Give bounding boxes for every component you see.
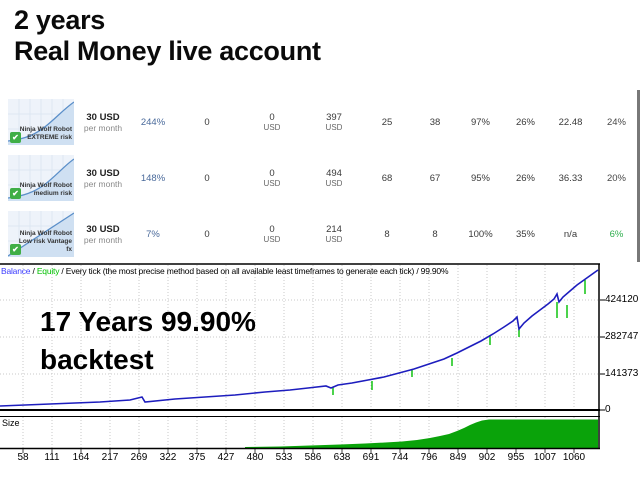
y-axis-label: 0	[605, 404, 611, 415]
subscribers-cell: 0	[204, 172, 210, 184]
drawdown-cell: 26%	[515, 116, 535, 128]
monthly-cell: 6%	[609, 228, 624, 240]
price-cell: 30 USD per month	[83, 111, 123, 133]
growth-cell: 7%	[146, 228, 160, 240]
signal-thumbnail[interactable]: Ninja Wolf Robot EXTREME risk ✔	[8, 99, 74, 145]
signal-thumbnail[interactable]: Ninja Wolf Robot Low risk Vantage fx ✔	[8, 211, 74, 257]
profit-factor-cell: 22.48	[558, 116, 583, 128]
signal-name: Ninja Wolf Robot Low risk Vantage fx	[18, 230, 72, 253]
x-axis-label: 58	[17, 452, 29, 463]
signal-name: Ninja Wolf Robot medium risk	[19, 182, 72, 197]
profit-factor-cell: 36.33	[558, 172, 583, 184]
amount-cell: 214 USD	[325, 224, 343, 244]
page-title: 2 years Real Money live account	[14, 5, 321, 67]
y-axis-label: 141373	[605, 368, 639, 379]
price-cell: 30 USD per month	[83, 223, 123, 245]
mini-chart	[8, 155, 74, 201]
y-axis-label: 282747	[605, 331, 639, 342]
balance-line	[0, 269, 599, 407]
x-axis-label: 111	[44, 452, 60, 463]
modelling-method-label: / Every tick (the most precise method ba…	[59, 266, 449, 276]
balance-legend-label: Balance	[1, 266, 31, 276]
x-axis-label: 849	[449, 452, 467, 463]
x-axis-label: 533	[275, 452, 293, 463]
growth-cell: 148%	[140, 172, 166, 184]
x-axis-label: 375	[188, 452, 206, 463]
win-rate-cell: 97%	[470, 116, 490, 128]
signal-name: Ninja Wolf Robot EXTREME risk	[19, 126, 72, 141]
profit-factor-cell: n/a	[563, 228, 578, 240]
x-axis-label: 1060	[562, 452, 586, 463]
trades-cell: 38	[429, 116, 441, 128]
x-axis-label: 691	[362, 452, 380, 463]
title-line-1: 2 years	[14, 5, 105, 35]
table-scrollbar[interactable]	[637, 90, 640, 262]
funds-cell: 0 USD	[263, 224, 281, 244]
x-axis-label: 744	[391, 452, 409, 463]
equity-legend-label: Equity	[36, 266, 60, 276]
x-axis-label: 217	[101, 452, 119, 463]
funds-cell: 0 USD	[263, 112, 281, 132]
subscribers-cell: 0	[204, 228, 210, 240]
funds-cell: 0 USD	[263, 168, 281, 188]
x-axis-label: 480	[246, 452, 264, 463]
signals-table: Ninja Wolf Robot EXTREME risk ✔ 30 USD p…	[0, 94, 640, 262]
mini-chart	[8, 99, 74, 145]
win-rate-cell: 100%	[468, 228, 493, 240]
x-axis-label: 322	[159, 452, 177, 463]
weeks-cell: 8	[384, 228, 390, 240]
checkmark-icon: ✔	[10, 188, 21, 199]
x-axis-label: 638	[333, 452, 351, 463]
x-axis-label: 427	[217, 452, 235, 463]
checkmark-icon: ✔	[10, 244, 21, 255]
x-axis-label: 586	[304, 452, 322, 463]
monthly-cell: 24%	[606, 116, 626, 128]
backtest-overlay-text: 17 Years 99.90% backtest	[40, 303, 256, 379]
growth-cell: 244%	[140, 116, 166, 128]
size-panel-label: Size	[2, 418, 20, 428]
signal-row-medium-risk[interactable]: Ninja Wolf Robot medium risk ✔ 30 USD pe…	[0, 150, 640, 206]
backtest-chart: Balance / Equity / Every tick (the most …	[0, 263, 640, 480]
x-axis-label: 902	[478, 452, 496, 463]
signal-thumbnail[interactable]: Ninja Wolf Robot medium risk ✔	[8, 155, 74, 201]
win-rate-cell: 95%	[470, 172, 490, 184]
x-axis-label: 269	[130, 452, 148, 463]
x-axis-label: 1007	[533, 452, 557, 463]
title-line-2: Real Money live account	[14, 36, 321, 66]
x-axis-label: 955	[507, 452, 525, 463]
drawdown-cell: 26%	[515, 172, 535, 184]
monthly-cell: 20%	[606, 172, 626, 184]
chart-legend: Balance / Equity / Every tick (the most …	[1, 266, 449, 276]
backtest-chart-canvas	[0, 263, 605, 453]
trades-cell: 8	[432, 228, 438, 240]
x-axis-label: 164	[72, 452, 90, 463]
price-cell: 30 USD per month	[83, 167, 123, 189]
signal-row-extreme-risk[interactable]: Ninja Wolf Robot EXTREME risk ✔ 30 USD p…	[0, 94, 640, 150]
amount-cell: 494 USD	[325, 168, 343, 188]
x-axis-label: 796	[420, 452, 438, 463]
signal-row-low-risk[interactable]: Ninja Wolf Robot Low risk Vantage fx ✔ 3…	[0, 206, 640, 262]
amount-cell: 397 USD	[325, 112, 343, 132]
drawdown-cell: 35%	[515, 228, 535, 240]
overlay-line-2: backtest	[40, 344, 154, 375]
size-area	[245, 419, 598, 448]
trades-cell: 67	[429, 172, 441, 184]
subscribers-cell: 0	[204, 116, 210, 128]
y-axis-label: 424120	[605, 294, 639, 305]
weeks-cell: 25	[381, 116, 393, 128]
checkmark-icon: ✔	[10, 132, 21, 143]
overlay-line-1: 17 Years 99.90%	[40, 306, 256, 337]
weeks-cell: 68	[381, 172, 393, 184]
